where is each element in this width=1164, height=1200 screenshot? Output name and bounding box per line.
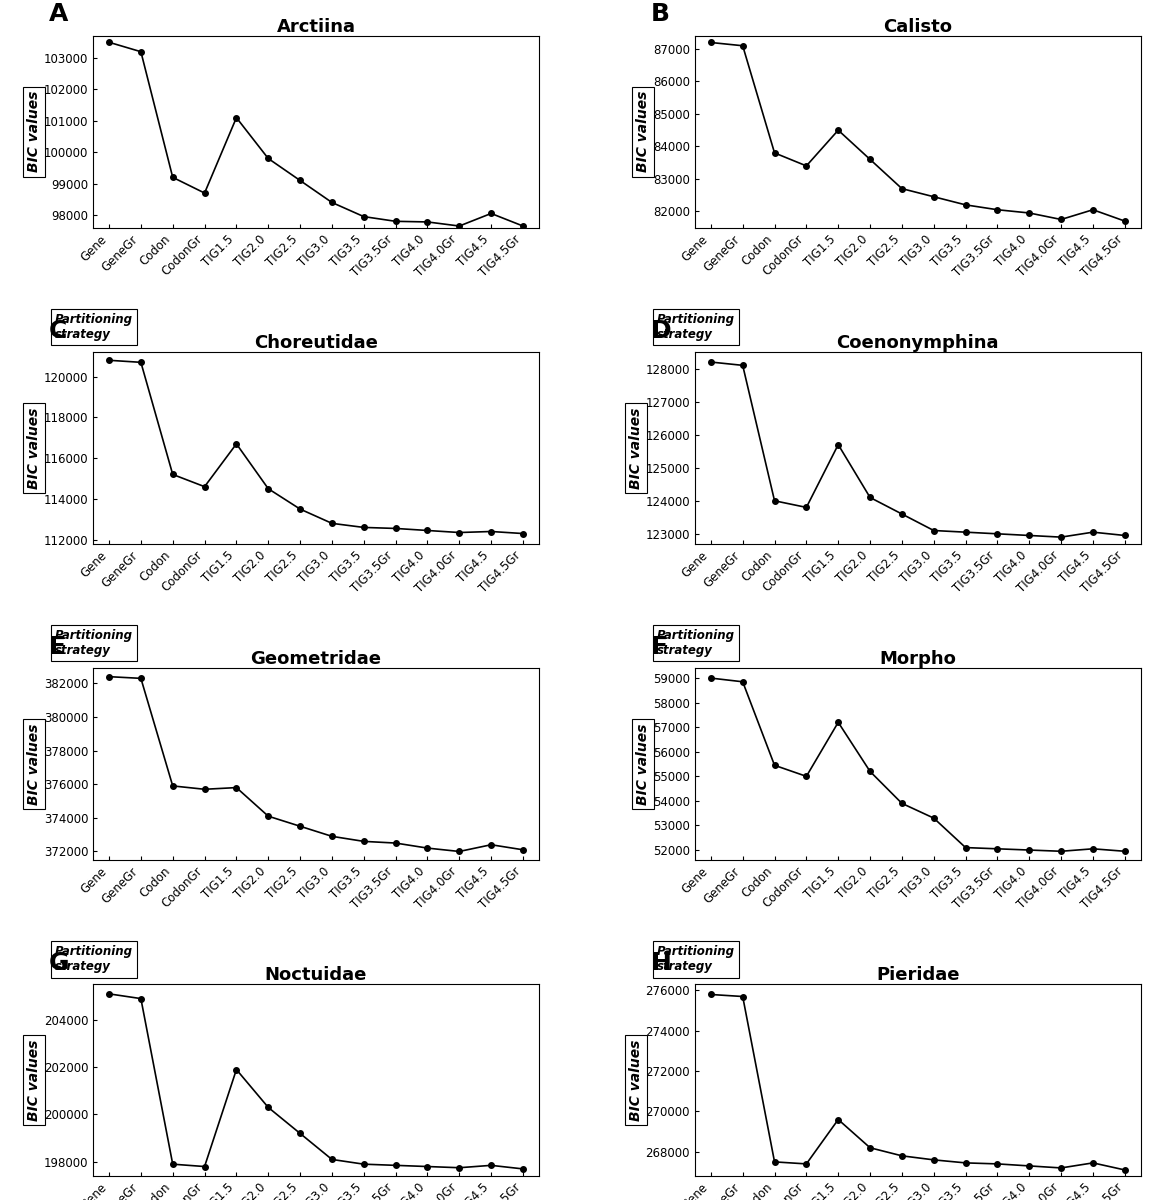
Y-axis label: BIC values: BIC values — [27, 724, 41, 805]
Title: Geometridae: Geometridae — [250, 650, 382, 668]
Y-axis label: BIC values: BIC values — [27, 91, 41, 173]
Text: Partitioning
strategy: Partitioning strategy — [656, 946, 734, 973]
Text: Partitioning
strategy: Partitioning strategy — [656, 313, 734, 341]
Text: Partitioning
strategy: Partitioning strategy — [55, 946, 133, 973]
Title: Pieridae: Pieridae — [876, 966, 959, 984]
Text: A: A — [49, 2, 68, 26]
Title: Calisto: Calisto — [883, 18, 952, 36]
Title: Choreutidae: Choreutidae — [254, 334, 378, 352]
Y-axis label: BIC values: BIC values — [637, 91, 651, 173]
Text: G: G — [49, 950, 69, 974]
Text: F: F — [651, 635, 667, 659]
Title: Arctiina: Arctiina — [277, 18, 355, 36]
Text: C: C — [49, 318, 66, 342]
Y-axis label: BIC values: BIC values — [637, 724, 651, 805]
Text: Partitioning
strategy: Partitioning strategy — [55, 629, 133, 658]
Y-axis label: BIC values: BIC values — [27, 407, 41, 488]
Y-axis label: BIC values: BIC values — [629, 1039, 643, 1121]
Text: Partitioning
strategy: Partitioning strategy — [656, 629, 734, 658]
Text: E: E — [49, 635, 65, 659]
Title: Noctuidae: Noctuidae — [265, 966, 367, 984]
Title: Morpho: Morpho — [879, 650, 957, 668]
Y-axis label: BIC values: BIC values — [27, 1039, 41, 1121]
Text: H: H — [651, 950, 672, 974]
Title: Coenonymphina: Coenonymphina — [837, 334, 999, 352]
Y-axis label: BIC values: BIC values — [629, 407, 643, 488]
Text: B: B — [651, 2, 669, 26]
Text: Partitioning
strategy: Partitioning strategy — [55, 313, 133, 341]
Text: D: D — [651, 318, 670, 342]
